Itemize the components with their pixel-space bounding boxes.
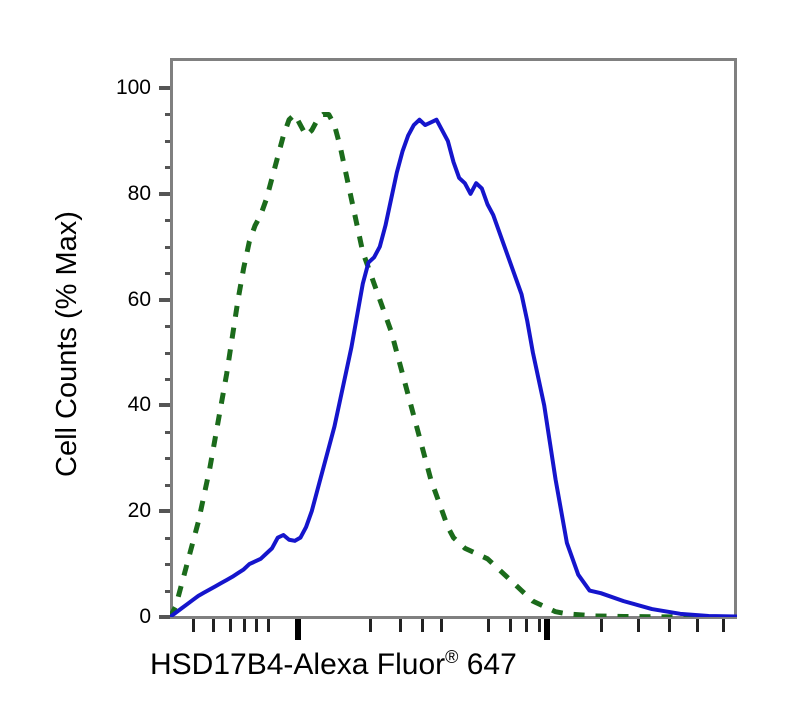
x-axis-minor-tick xyxy=(525,619,529,632)
y-axis-major-tick xyxy=(159,509,173,514)
x-axis-minor-tick xyxy=(398,619,402,632)
y-axis-tick-labels: 0 20 40 60 80 100 xyxy=(85,0,151,702)
y-axis-minor-tick xyxy=(165,589,174,593)
y-axis-title: Cell Counts (% Max) xyxy=(51,211,83,477)
plot-curves-area xyxy=(170,58,737,617)
y-axis-minor-tick xyxy=(165,457,174,461)
x-axis-title-suffix: 647 xyxy=(458,648,517,681)
y-axis-minor-tick xyxy=(165,166,174,170)
y-axis-minor-tick xyxy=(165,245,174,249)
y-axis-minor-tick xyxy=(165,325,174,329)
x-axis-minor-tick xyxy=(228,619,232,632)
y-axis-minor-tick xyxy=(165,430,174,434)
y-axis-minor-tick xyxy=(165,272,174,276)
x-axis-major-tick xyxy=(294,619,301,640)
x-axis-minor-tick xyxy=(440,619,444,632)
x-axis-title-main: HSD17B4-Alexa Fluor xyxy=(150,648,446,681)
y-axis-minor-tick xyxy=(165,563,174,567)
x-axis-minor-tick xyxy=(509,619,513,632)
y-axis-minor-tick xyxy=(165,139,174,143)
x-axis-major-tick xyxy=(544,619,551,640)
x-axis-minor-tick xyxy=(667,619,671,632)
x-axis-minor-tick xyxy=(636,619,640,632)
x-axis-minor-tick xyxy=(721,619,725,632)
histogram-curves-svg xyxy=(170,111,737,617)
x-axis-minor-tick xyxy=(266,619,270,632)
y-axis-minor-tick xyxy=(165,536,174,540)
y-axis-major-tick xyxy=(159,191,173,196)
x-axis-title: HSD17B4-Alexa Fluor® 647 xyxy=(150,648,710,682)
y-axis-major-tick xyxy=(159,297,173,302)
y-axis-major-tick xyxy=(159,86,173,90)
y-axis-tick-label: 80 xyxy=(127,181,151,205)
x-axis-minor-tick xyxy=(696,619,700,632)
x-axis-minor-tick xyxy=(421,619,425,632)
y-axis-minor-tick xyxy=(165,351,174,355)
x-axis-line xyxy=(170,616,737,619)
x-axis-minor-tick xyxy=(211,619,215,632)
y-axis-major-tick xyxy=(159,403,173,408)
y-axis-minor-tick xyxy=(165,483,174,487)
y-axis-tick-label: 60 xyxy=(127,287,151,311)
x-axis-minor-tick xyxy=(486,619,490,632)
y-axis-minor-tick xyxy=(165,377,174,381)
plot-frame xyxy=(170,58,737,617)
x-axis-minor-tick xyxy=(368,619,372,632)
x-axis-minor-tick xyxy=(255,619,259,632)
control-histogram-curve xyxy=(170,111,737,617)
y-axis-tick-label: 20 xyxy=(127,499,151,523)
y-axis-minor-tick xyxy=(165,219,174,223)
sample-histogram-curve xyxy=(170,117,737,617)
x-axis-minor-tick xyxy=(191,619,195,632)
y-axis-major-tick xyxy=(159,615,173,619)
x-axis-minor-tick xyxy=(599,619,603,632)
y-axis-tick-label: 0 xyxy=(139,605,151,628)
y-axis-tick-label: 100 xyxy=(115,76,151,99)
x-axis-minor-tick xyxy=(242,619,246,632)
y-axis-minor-tick xyxy=(165,113,174,117)
registered-trademark-icon: ® xyxy=(445,647,459,667)
x-axis-minor-tick xyxy=(537,619,541,632)
y-axis-tick-label: 40 xyxy=(127,393,151,417)
